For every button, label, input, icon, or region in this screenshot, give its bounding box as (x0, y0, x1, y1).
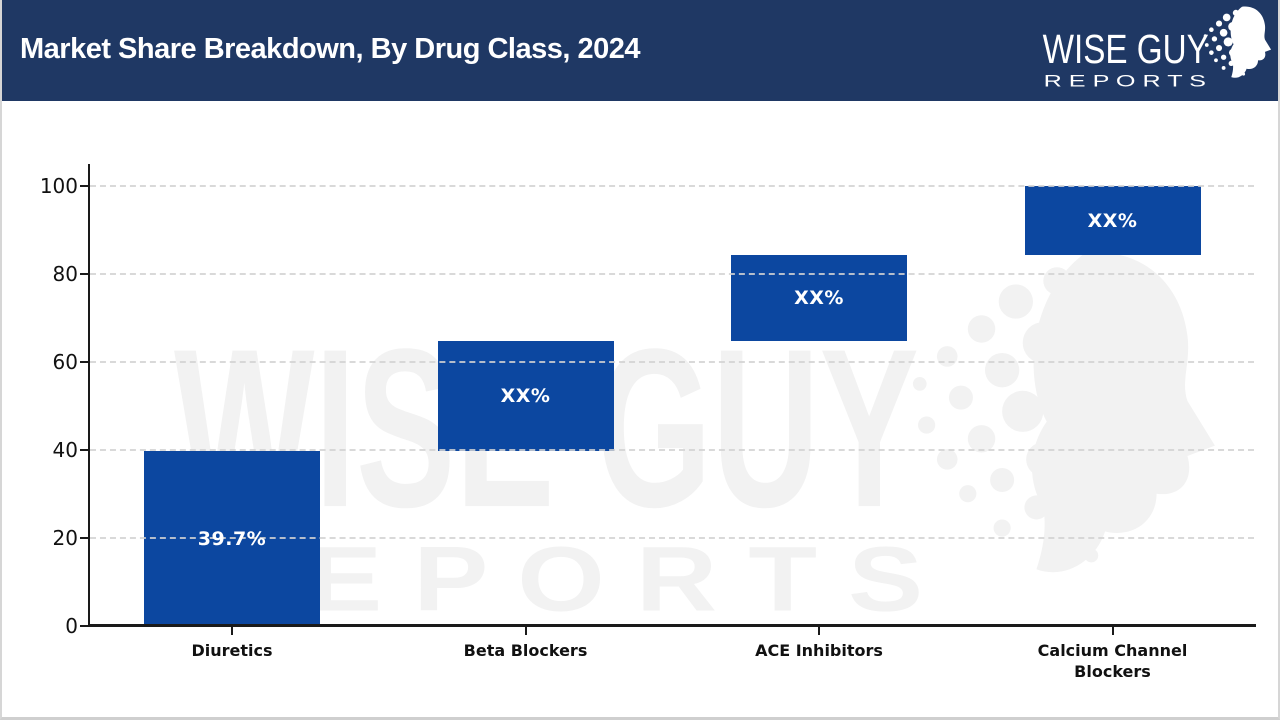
gridline-80 (90, 273, 1254, 275)
bar-calcium-channel-blockers (1024, 186, 1201, 256)
gridline-40 (90, 449, 1254, 451)
x-tick-mark (524, 627, 527, 635)
y-tick-label: 60 (52, 350, 78, 374)
y-tick-label: 100 (39, 174, 78, 198)
bar-value-label: XX% (1087, 209, 1138, 232)
page-title: Market Share Breakdown, By Drug Class, 2… (20, 33, 640, 65)
header-bar: Market Share Breakdown, By Drug Class, 2… (2, 0, 1278, 101)
bar-value-label: XX% (794, 286, 844, 309)
gridline-60 (90, 361, 1254, 363)
gridline-100 (90, 185, 1254, 187)
watermark-face-icon (912, 252, 1215, 573)
x-category-label-3: ACE Inhibitors (755, 641, 883, 660)
x-tick-mark (1111, 627, 1114, 635)
y-tick-label: 80 (52, 262, 78, 286)
y-tick-mark (80, 361, 88, 363)
y-tick-mark (80, 537, 88, 539)
bar-beta-blockers (437, 340, 614, 452)
x-axis (88, 624, 1256, 627)
x-category-label-1: Diuretics (191, 641, 273, 660)
y-tick-mark (80, 449, 88, 451)
y-tick-label: 0 (65, 614, 78, 638)
logo-face-icon (1203, 6, 1272, 78)
wise-guy-reports-logo: WISE GUY R E P O R T S (1043, 6, 1272, 90)
logo-text: WISE GUY (1043, 26, 1209, 72)
y-tick-mark (80, 273, 88, 275)
x-category-label-4: Calcium Channel Blockers (1037, 641, 1188, 681)
logo-subtext: R E P O R T S (1044, 71, 1206, 90)
y-axis (88, 164, 90, 627)
bar-value-label: 39.7% (197, 527, 267, 550)
bar-ace-inhibitors (731, 255, 907, 341)
y-tick-label: 40 (52, 438, 78, 462)
x-category-label-2: Beta Blockers (463, 641, 588, 660)
bar-value-label: XX% (500, 385, 551, 408)
x-tick-mark (818, 627, 820, 635)
y-tick-mark (80, 185, 88, 187)
x-tick-mark (231, 627, 233, 635)
y-tick-mark (80, 625, 88, 627)
y-tick-label: 20 (52, 526, 78, 550)
gridline-20 (90, 537, 1254, 539)
